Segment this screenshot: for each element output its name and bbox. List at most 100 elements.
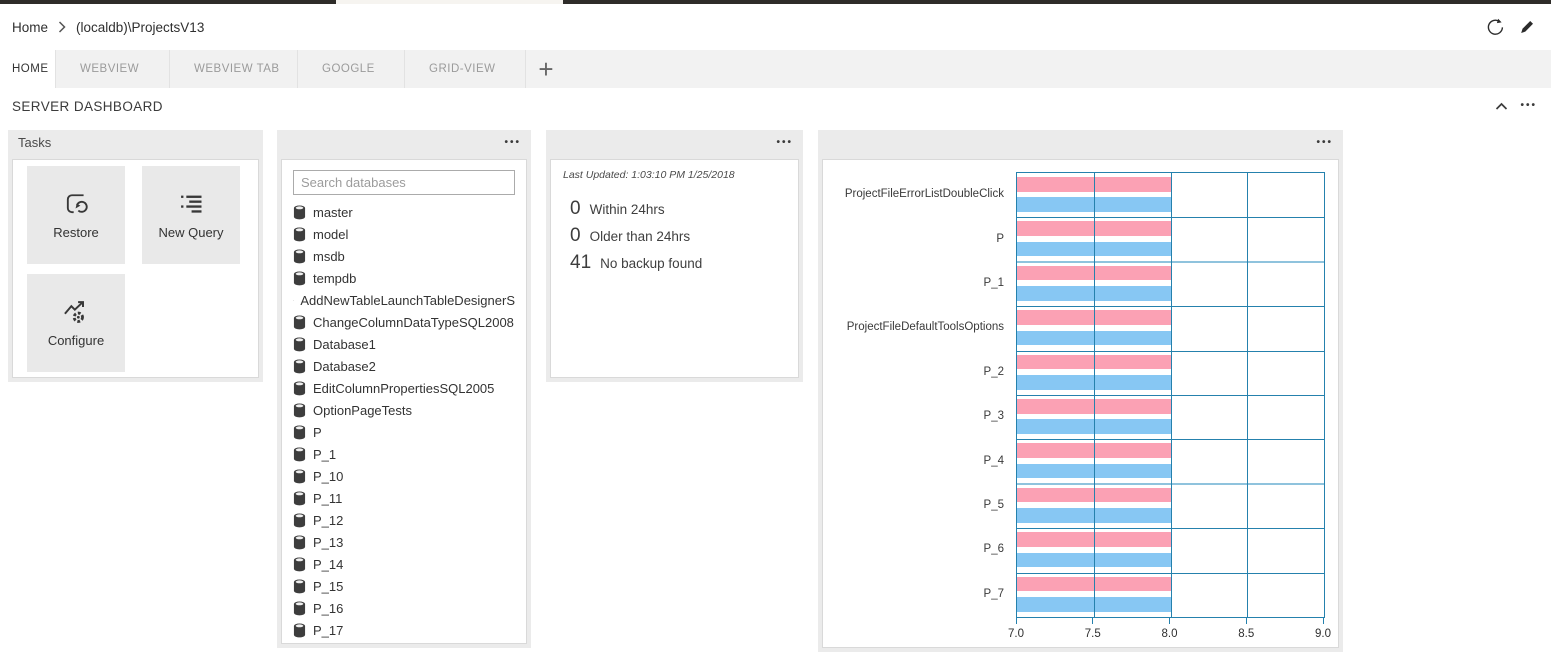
database-name: master xyxy=(313,204,353,220)
chart-tick-marks xyxy=(1015,617,1324,624)
database-list-item[interactable]: OptionPageTests xyxy=(293,399,515,421)
chart-xtick-label: 8.5 xyxy=(1238,628,1255,640)
database-name: AddNewTableLaunchTableDesignerS xyxy=(300,292,515,308)
database-icon xyxy=(293,447,306,461)
database-icon xyxy=(293,403,306,417)
search-databases-input[interactable] xyxy=(293,170,515,195)
add-tab-button[interactable]: + xyxy=(538,53,554,84)
databases-menu-button[interactable]: ••• xyxy=(504,136,521,148)
database-list-item[interactable]: Database2 xyxy=(293,355,515,377)
edit-button[interactable] xyxy=(1519,19,1535,35)
database-list-item[interactable]: P_11 xyxy=(293,487,515,509)
chart-xtick-label: 8.0 xyxy=(1161,628,1178,640)
backup-panel-header: ••• xyxy=(546,130,803,155)
chart-category-label: P_2 xyxy=(983,365,1004,378)
chart-category-labels: ProjectFileErrorListDoubleClick P P_1 Proje… xyxy=(823,172,1010,616)
database-name: Database1 xyxy=(313,336,376,352)
chart-gridline-vertical xyxy=(1247,173,1249,617)
database-name: msdb xyxy=(313,248,345,264)
restore-label: Restore xyxy=(53,225,99,240)
chart-tick xyxy=(1092,617,1094,624)
database-list-item[interactable]: tempdb xyxy=(293,267,515,289)
database-icon xyxy=(293,535,306,549)
ellipsis-icon: ••• xyxy=(504,136,521,148)
database-icon xyxy=(293,249,306,263)
database-name: P_17 xyxy=(313,622,344,638)
chart-tick xyxy=(1245,617,1247,624)
database-list-item[interactable]: master xyxy=(293,201,515,223)
database-icon xyxy=(293,205,306,219)
bar-chart: ProjectFileErrorListDoubleClick P P_1 Proje… xyxy=(823,160,1338,647)
breadcrumb-home[interactable]: Home xyxy=(12,19,49,35)
database-name: P_13 xyxy=(313,534,344,550)
chart-gridline-vertical xyxy=(1170,173,1172,617)
ellipsis-icon: ••• xyxy=(1316,136,1333,148)
database-name: P_1 xyxy=(313,446,337,462)
database-list-item[interactable]: P_12 xyxy=(293,509,515,531)
window-top-strip-right xyxy=(563,0,1551,4)
chart-panel: ••• ProjectFileErrorListDoubleClick P P_1 P… xyxy=(818,130,1343,652)
collapse-button[interactable] xyxy=(1495,102,1508,111)
tab-google[interactable]: GOOGLE xyxy=(298,50,405,88)
tab-webview[interactable]: WEBVIEW xyxy=(56,50,170,88)
database-name: EditColumnPropertiesSQL2005 xyxy=(313,380,495,396)
new-query-button[interactable]: New Query xyxy=(142,166,240,264)
stat-older-24hrs: 0 Older than 24hrs xyxy=(570,225,786,247)
ellipsis-icon: ••• xyxy=(1520,100,1537,111)
configure-button[interactable]: Configure xyxy=(27,274,125,372)
tab-grid-view[interactable]: GRID-VIEW xyxy=(405,50,526,88)
database-icon xyxy=(293,425,306,439)
database-list-item[interactable]: P_13 xyxy=(293,531,515,553)
database-list-item[interactable]: Database1 xyxy=(293,333,515,355)
database-list-item[interactable]: P_1 xyxy=(293,443,515,465)
databases-panel-header: ••• xyxy=(277,130,531,155)
database-icon xyxy=(293,513,306,527)
database-list-item[interactable]: P_17 xyxy=(293,619,515,641)
database-name: P_12 xyxy=(313,512,344,528)
database-list-item[interactable]: P_10 xyxy=(293,465,515,487)
dashboard-header: SERVER DASHBOARD ••• xyxy=(0,88,1551,124)
chart-category-label: P_4 xyxy=(983,454,1004,467)
tasks-panel-title: Tasks xyxy=(18,135,52,150)
database-list-item[interactable]: P_16 xyxy=(293,597,515,619)
tab-label: HOME xyxy=(12,63,49,75)
tab-webview-tab[interactable]: WEBVIEW TAB xyxy=(170,50,298,88)
database-list-item[interactable]: AddNewTableLaunchTableDesignerS xyxy=(293,289,515,311)
database-icon xyxy=(293,579,306,593)
restore-button[interactable]: Restore xyxy=(27,166,125,264)
dashboard-menu-button[interactable]: ••• xyxy=(1520,101,1537,111)
database-list-item[interactable]: model xyxy=(293,223,515,245)
database-name: OptionPageTests xyxy=(313,402,413,418)
database-icon xyxy=(293,359,306,373)
database-icon xyxy=(293,491,306,505)
database-list-item[interactable]: P xyxy=(293,421,515,443)
database-list-item[interactable]: P_15 xyxy=(293,575,515,597)
new-query-label: New Query xyxy=(158,225,224,240)
chart-category-label: P_1 xyxy=(983,276,1004,289)
chart-category-label: ProjectFileErrorListDoubleClick xyxy=(844,188,1004,201)
refresh-button[interactable] xyxy=(1486,18,1505,37)
databases-panel: ••• master model msdb xyxy=(277,130,531,648)
breadcrumb: Home (localdb)\ProjectsV13 xyxy=(0,4,1551,50)
database-list-item[interactable]: ChangeColumnDataTypeSQL2008 xyxy=(293,311,515,333)
database-name: P xyxy=(313,424,322,440)
chart-category-label: P_6 xyxy=(983,543,1004,556)
tab-label: GRID-VIEW xyxy=(429,63,496,75)
database-list-item[interactable]: P_18 xyxy=(293,641,515,643)
stat-value: 0 xyxy=(570,198,581,219)
database-list-item[interactable]: msdb xyxy=(293,245,515,267)
tab-home[interactable]: HOME xyxy=(0,50,56,88)
database-list-item[interactable]: P_14 xyxy=(293,553,515,575)
chart-gridline-vertical xyxy=(1093,173,1095,617)
chart-panel-header: ••• xyxy=(818,130,1343,155)
backup-stats: 0 Within 24hrs 0 Older than 24hrs 41 No … xyxy=(570,198,786,274)
tab-label: GOOGLE xyxy=(322,63,375,75)
database-list-item[interactable]: EditColumnPropertiesSQL2005 xyxy=(293,377,515,399)
chart-menu-button[interactable]: ••• xyxy=(1316,136,1333,148)
backup-panel-body: Last Updated: 1:03:10 PM 1/25/2018 0 Wit… xyxy=(550,159,799,378)
restore-icon xyxy=(66,194,88,214)
database-name: Database2 xyxy=(313,358,376,374)
backup-menu-button[interactable]: ••• xyxy=(776,137,793,148)
database-icon xyxy=(293,381,306,395)
database-name: P_10 xyxy=(313,468,344,484)
